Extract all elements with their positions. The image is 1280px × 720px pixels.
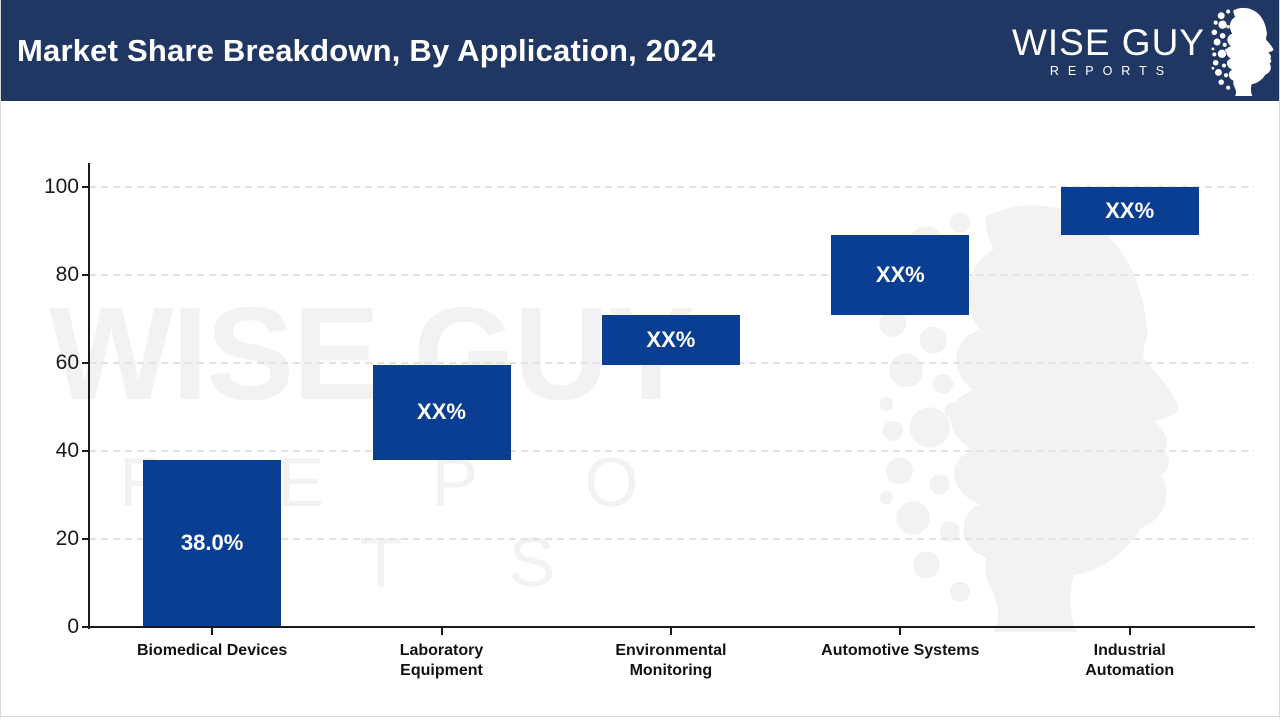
y-axis bbox=[88, 163, 90, 629]
y-tick-label: 100 bbox=[43, 175, 79, 198]
category-label: Automotive Systems bbox=[821, 642, 980, 659]
header-bar: Market Share Breakdown, By Application, … bbox=[1, 0, 1279, 101]
logo-subtext: REPORTS bbox=[1049, 64, 1174, 78]
bar-value-label: 38.0% bbox=[180, 530, 244, 556]
logo-text: WISE GUY REPORTS bbox=[1012, 24, 1205, 78]
bar-value-label: XX% bbox=[646, 326, 696, 352]
y-tick-label: 0 bbox=[67, 615, 79, 638]
bar-4: XX% bbox=[831, 235, 970, 315]
x-axis bbox=[88, 626, 1255, 628]
category-label: Laboratory Equipment bbox=[399, 642, 484, 679]
x-axis-tick bbox=[899, 628, 902, 635]
bar-3: XX% bbox=[601, 314, 740, 366]
y-axis-tick bbox=[82, 626, 89, 628]
gridline-100 bbox=[89, 186, 1254, 188]
page-title: Market Share Breakdown, By Application, … bbox=[17, 32, 716, 68]
x-axis-tick bbox=[669, 628, 672, 635]
bar-value-label: XX% bbox=[417, 399, 466, 425]
y-axis-tick bbox=[82, 450, 89, 452]
y-tick-label: 80 bbox=[55, 263, 79, 286]
x-axis-tick bbox=[1128, 628, 1131, 635]
category-label: Biomedical Devices bbox=[136, 642, 288, 659]
x-axis-tick bbox=[211, 628, 214, 635]
y-tick-label: 40 bbox=[55, 439, 79, 462]
bar-2: XX% bbox=[372, 365, 511, 460]
y-axis-tick bbox=[82, 362, 89, 364]
gridline-40 bbox=[89, 450, 1254, 452]
head-profile-icon bbox=[1211, 7, 1274, 96]
category-label: Environmental Monitoring bbox=[615, 642, 727, 679]
y-tick-label: 20 bbox=[55, 527, 79, 550]
y-axis-tick bbox=[82, 538, 89, 540]
gridline-80 bbox=[89, 274, 1254, 276]
bar-5: XX% bbox=[1060, 187, 1199, 236]
gridline-20 bbox=[89, 538, 1254, 540]
bar-value-label: XX% bbox=[875, 261, 925, 287]
y-axis-tick bbox=[82, 274, 89, 276]
y-tick-label: 60 bbox=[55, 351, 79, 374]
x-axis-tick bbox=[440, 628, 443, 635]
wise-guy-reports-logo: WISE GUY REPORTS bbox=[1012, 5, 1277, 97]
category-label: Industrial Automation bbox=[1085, 642, 1175, 679]
logo-wordmark: WISE GUY bbox=[1011, 22, 1205, 63]
bar-value-label: XX% bbox=[1105, 198, 1155, 224]
y-axis-tick bbox=[82, 186, 89, 188]
bar-1: 38.0% bbox=[143, 459, 282, 627]
